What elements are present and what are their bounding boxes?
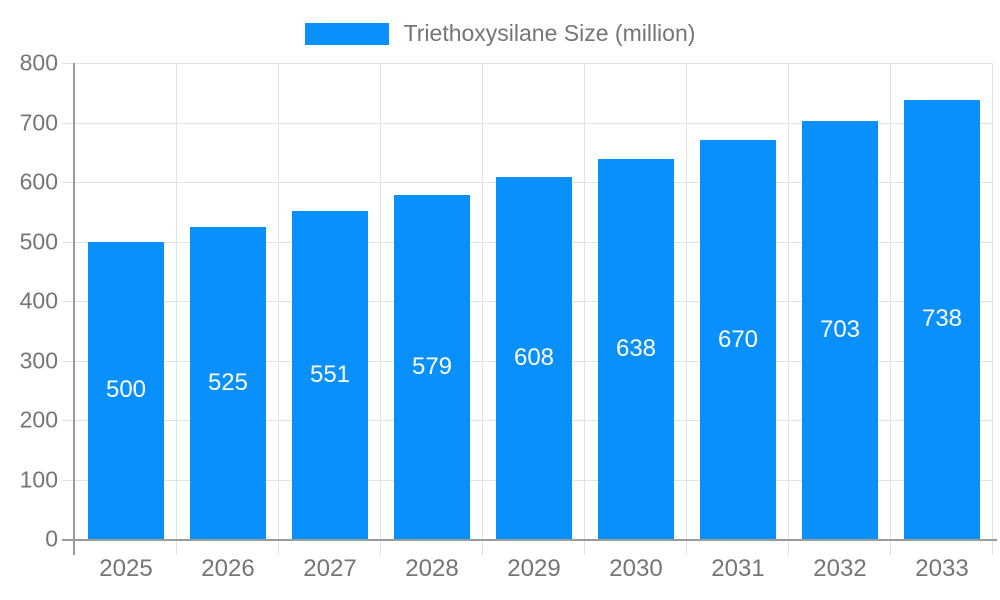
x-axis-tick-label: 2025 bbox=[99, 555, 153, 582]
bar-2028[interactable]: 579 bbox=[394, 194, 470, 539]
y-axis-tick-label: 200 bbox=[19, 406, 58, 433]
v-gridline bbox=[584, 63, 585, 555]
y-axis-tick-label: 700 bbox=[19, 109, 58, 135]
bar-2025[interactable]: 500 bbox=[88, 241, 164, 539]
y-axis-tick-label: 800 bbox=[19, 49, 58, 76]
y-axis-tick-label: 0 bbox=[45, 525, 58, 552]
y-axis-tick-label: 600 bbox=[19, 168, 58, 195]
y-axis-tick-label: 300 bbox=[19, 347, 58, 373]
v-gridline bbox=[685, 63, 687, 555]
y-axis-line bbox=[73, 63, 75, 555]
x-axis-tick-label: 2032 bbox=[813, 555, 867, 582]
legend[interactable]: Triethoxysilane Size (million) bbox=[0, 20, 1000, 47]
y-axis-tick-label: 400 bbox=[19, 287, 58, 314]
bar-value-label: 738 bbox=[921, 305, 963, 333]
bar-2030[interactable]: 638 bbox=[598, 159, 674, 539]
v-gridline bbox=[379, 63, 381, 555]
bar-value-label: 703 bbox=[819, 315, 861, 343]
x-axis-tick-label: 2027 bbox=[303, 555, 357, 582]
bar-value-label: 608 bbox=[513, 344, 555, 372]
x-axis-tick-label: 2026 bbox=[201, 555, 255, 582]
v-gridline bbox=[175, 63, 177, 555]
x-axis-tick-label: 2028 bbox=[405, 555, 459, 582]
v-gridline bbox=[481, 63, 483, 555]
v-gridline bbox=[277, 63, 279, 555]
bar-2027[interactable]: 551 bbox=[292, 211, 368, 539]
v-gridline bbox=[889, 63, 891, 555]
bar-2032[interactable]: 703 bbox=[802, 120, 878, 539]
plot-area: 0 100 200 300 400 500 600 700 800 500 2025 525 2026 5… bbox=[20, 50, 997, 582]
v-gridline bbox=[788, 63, 789, 555]
x-axis-tick-label: 2029 bbox=[507, 555, 561, 582]
y-axis-tick-label: 100 bbox=[19, 466, 58, 492]
bar-value-label: 500 bbox=[105, 376, 147, 404]
bar-2033[interactable]: 738 bbox=[904, 99, 980, 539]
bar-2029[interactable]: 608 bbox=[496, 177, 572, 539]
bar-value-label: 638 bbox=[615, 335, 657, 363]
y-axis-tick-label: 500 bbox=[19, 228, 58, 254]
bar-value-label: 579 bbox=[411, 352, 453, 380]
x-axis-line bbox=[62, 539, 997, 541]
bar-value-label: 551 bbox=[309, 361, 351, 389]
bar-value-label: 525 bbox=[207, 368, 249, 396]
bar-value-label: 670 bbox=[717, 325, 759, 353]
x-axis-tick-label: 2033 bbox=[915, 555, 969, 582]
h-gridline bbox=[62, 122, 993, 124]
x-axis-tick-label: 2031 bbox=[711, 555, 765, 582]
v-gridline bbox=[992, 63, 993, 555]
x-axis-tick-label: 2030 bbox=[609, 555, 663, 582]
legend-swatch bbox=[304, 22, 389, 45]
bar-2026[interactable]: 525 bbox=[189, 226, 266, 539]
h-gridline bbox=[62, 63, 993, 64]
legend-label: Triethoxysilane Size (million) bbox=[403, 20, 696, 46]
bar-2031[interactable]: 670 bbox=[700, 140, 776, 539]
